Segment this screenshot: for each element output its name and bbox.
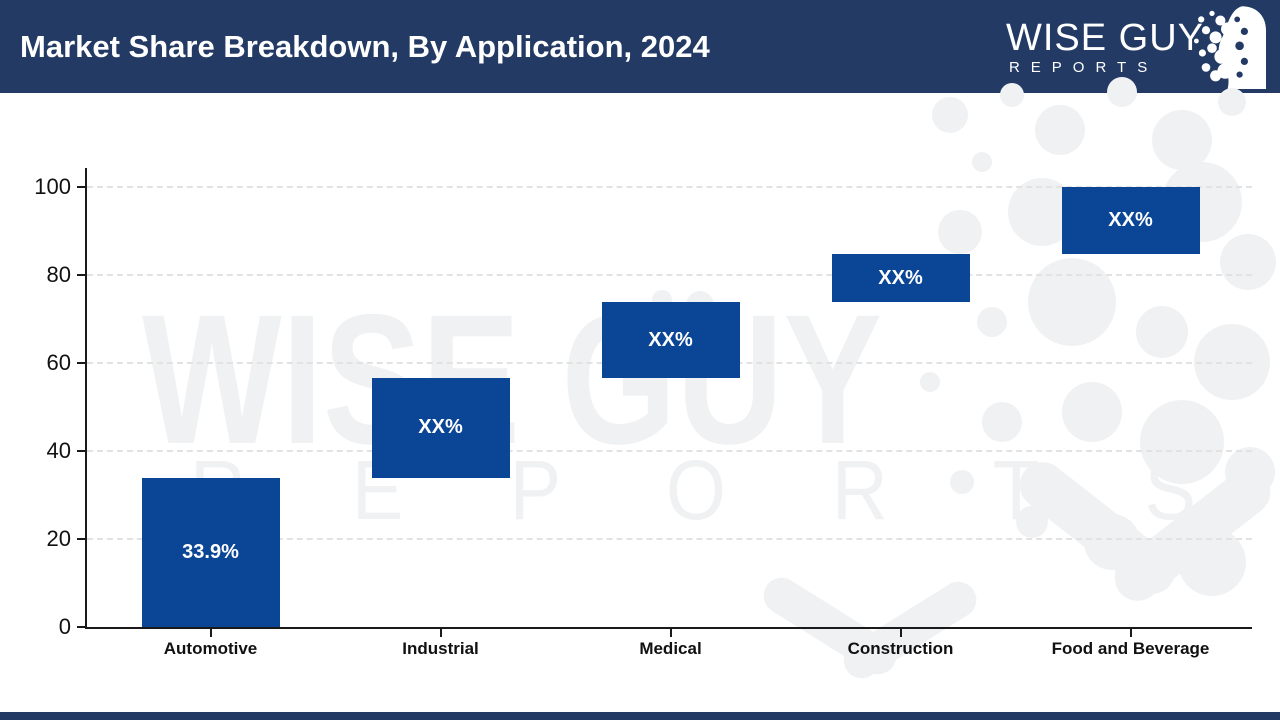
logo-subtext: REPORTS bbox=[1008, 59, 1159, 76]
y-tick-label: 40 bbox=[46, 437, 71, 463]
y-gridline bbox=[87, 537, 1252, 540]
watermark-dot bbox=[1000, 83, 1024, 107]
bar-value-label: XX% bbox=[1108, 208, 1153, 231]
watermark-dot bbox=[950, 470, 974, 494]
bar-medical: XX% bbox=[601, 302, 740, 379]
x-tick-mark bbox=[439, 629, 442, 637]
bar-value-label: XX% bbox=[648, 328, 693, 351]
y-axis-line bbox=[85, 168, 87, 629]
watermark-dot bbox=[932, 97, 968, 133]
x-tick-mark bbox=[1129, 629, 1132, 637]
bar-automotive: 33.9% bbox=[141, 477, 280, 627]
x-category-label: Construction bbox=[847, 639, 954, 658]
watermark-dot bbox=[1062, 382, 1122, 442]
y-gridline bbox=[87, 273, 1252, 276]
watermark-dot bbox=[1035, 105, 1085, 155]
watermark-dot bbox=[1140, 400, 1224, 484]
watermark-text: WISE GUY bbox=[142, 277, 883, 483]
x-category-label: Industrial bbox=[402, 639, 479, 658]
watermark-dot bbox=[982, 402, 1022, 442]
y-tick-label: 80 bbox=[46, 261, 71, 287]
watermark-dot bbox=[1220, 234, 1276, 290]
bar-value-label: XX% bbox=[878, 266, 923, 289]
y-tick-mark bbox=[77, 537, 85, 540]
x-tick-mark bbox=[209, 629, 212, 637]
x-tick-mark bbox=[899, 629, 902, 637]
watermark-dot bbox=[1107, 77, 1137, 107]
watermark-dot bbox=[1136, 306, 1188, 358]
x-axis-line bbox=[85, 627, 1252, 629]
y-tick-label: 20 bbox=[46, 525, 71, 551]
x-category-label: Food and Beverage bbox=[1051, 639, 1210, 658]
bar-value-label: XX% bbox=[418, 416, 463, 439]
x-tick-mark bbox=[669, 629, 672, 637]
watermark-dot bbox=[1218, 88, 1246, 116]
y-tick-label: 0 bbox=[58, 614, 71, 639]
y-tick-label: 100 bbox=[34, 173, 71, 199]
brand-logo: WISE GUY REPORTS bbox=[1006, 4, 1272, 90]
y-tick-mark bbox=[77, 449, 85, 452]
watermark-dot bbox=[938, 210, 982, 254]
watermark-dot bbox=[1152, 110, 1212, 170]
y-tick-mark bbox=[77, 626, 85, 628]
footer-band bbox=[0, 712, 1280, 720]
header-band: Market Share Breakdown, By Application, … bbox=[0, 0, 1280, 93]
y-tick-mark bbox=[77, 273, 85, 276]
y-gridline bbox=[87, 449, 1252, 452]
y-tick-mark bbox=[77, 361, 85, 364]
logo-word: WISE GUY bbox=[1005, 17, 1204, 59]
y-tick-mark bbox=[77, 185, 85, 188]
x-category-label: Medical bbox=[639, 639, 702, 658]
watermark-dot bbox=[972, 152, 992, 172]
x-category-label: Automotive bbox=[163, 639, 258, 658]
chart-title: Market Share Breakdown, By Application, … bbox=[20, 28, 710, 64]
y-gridline bbox=[87, 185, 1252, 188]
bar-value-label: 33.9% bbox=[182, 540, 239, 563]
watermark-dot bbox=[977, 307, 1007, 337]
bar-industrial: XX% bbox=[371, 378, 510, 478]
bar-food-and-beverage: XX% bbox=[1061, 186, 1200, 254]
logo-face-icon bbox=[1194, 6, 1266, 89]
watermark-dot bbox=[1028, 258, 1116, 346]
logo-wordmark: WISE GUY REPORTS bbox=[1006, 19, 1204, 75]
bar-construction: XX% bbox=[831, 253, 970, 303]
y-tick-label: 60 bbox=[46, 349, 71, 375]
watermark-dot bbox=[920, 372, 940, 392]
